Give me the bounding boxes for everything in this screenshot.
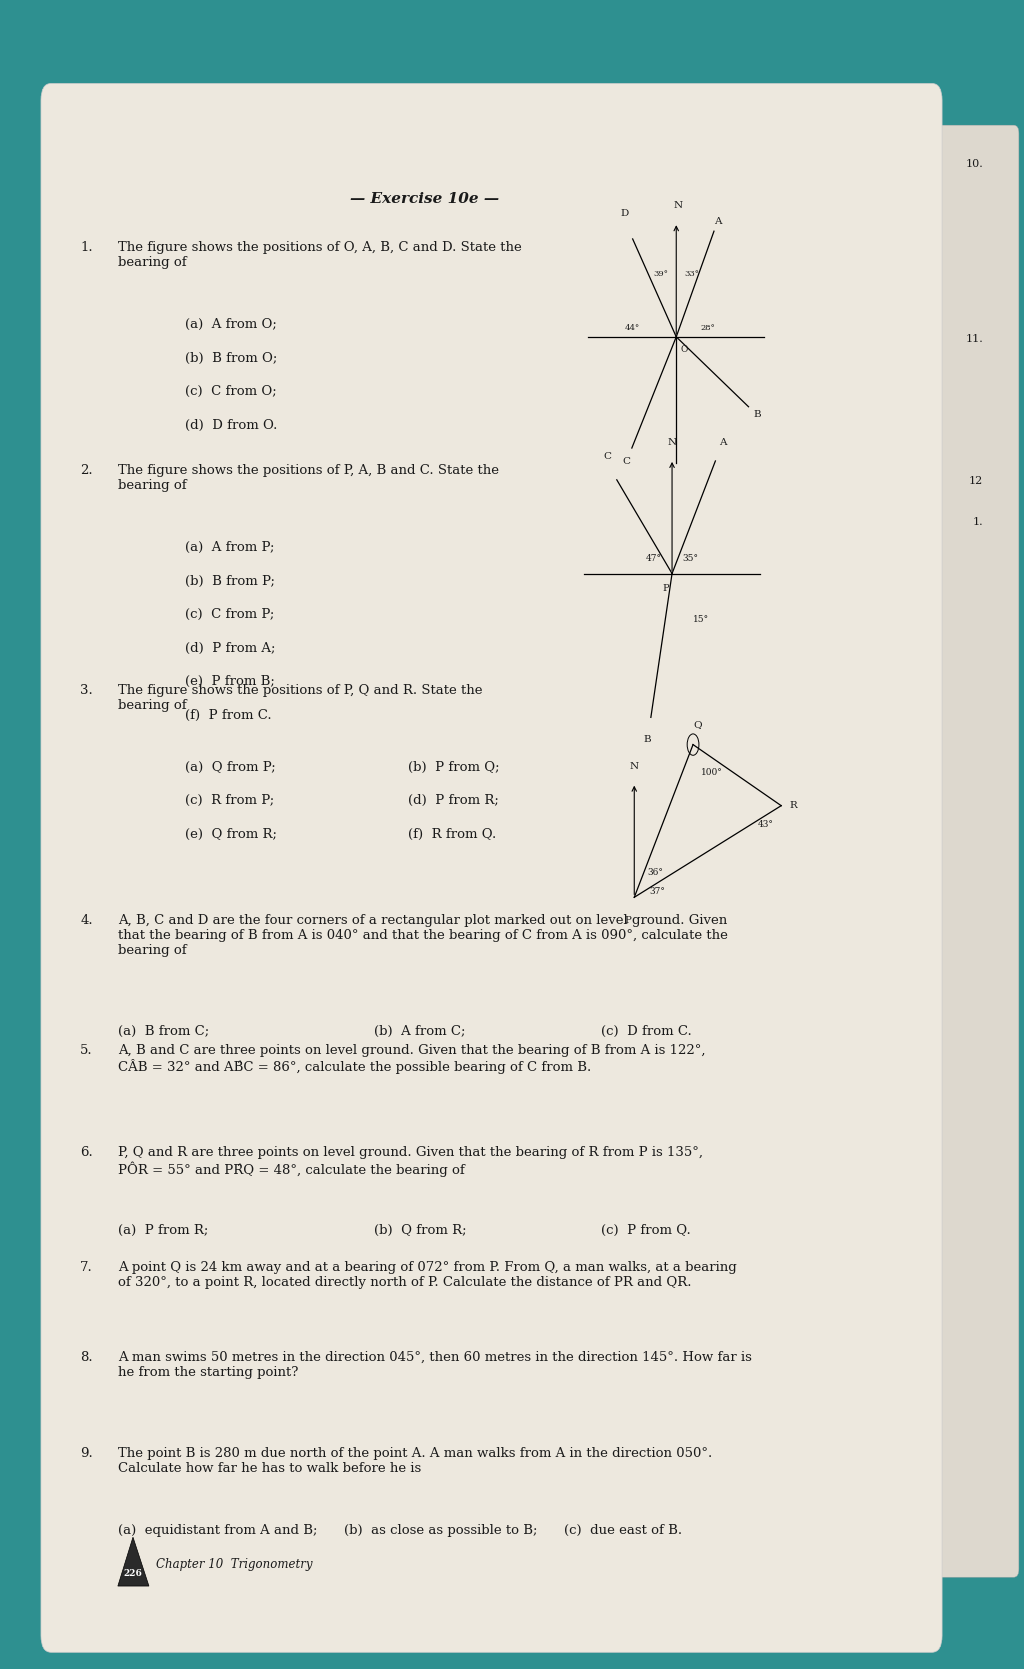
Text: D: D	[621, 209, 629, 219]
Text: 37°: 37°	[649, 886, 665, 896]
Text: 1.: 1.	[80, 240, 93, 254]
Text: The figure shows the positions of P, Q and R. State the
bearing of: The figure shows the positions of P, Q a…	[118, 684, 482, 711]
Text: 2.: 2.	[80, 464, 93, 477]
Text: C: C	[603, 452, 611, 461]
Text: A, B and C are three points on level ground. Given that the bearing of B from A : A, B and C are three points on level gro…	[118, 1043, 706, 1075]
Polygon shape	[118, 1537, 148, 1586]
Text: R: R	[790, 801, 798, 809]
Text: A: A	[719, 437, 726, 447]
Text: 8.: 8.	[80, 1350, 93, 1364]
Text: (a)  equidistant from A and B;  (b)  as close as possible to B;  (c)  due east o: (a) equidistant from A and B; (b) as clo…	[118, 1524, 682, 1537]
Text: C: C	[623, 457, 631, 466]
Text: (a)  A from P;: (a) A from P;	[185, 541, 274, 554]
Text: (e)  Q from R;: (e) Q from R;	[185, 828, 278, 841]
Text: 7.: 7.	[80, 1260, 93, 1273]
Text: The figure shows the positions of P, A, B and C. State the
bearing of: The figure shows the positions of P, A, …	[118, 464, 499, 492]
Text: (a)  B from C;: (a) B from C;	[118, 1025, 209, 1038]
Text: A point Q is 24 km away and at a bearing of 072° from P. From Q, a man walks, at: A point Q is 24 km away and at a bearing…	[118, 1260, 736, 1288]
Text: (b)  P from Q;: (b) P from Q;	[408, 761, 499, 774]
Text: (d)  P from R;: (d) P from R;	[408, 794, 499, 808]
Text: (f)  R from Q.: (f) R from Q.	[408, 828, 496, 841]
Text: The figure shows the positions of O, A, B, C and D. State the
bearing of: The figure shows the positions of O, A, …	[118, 240, 521, 269]
Text: (d)  D from O.: (d) D from O.	[185, 419, 278, 432]
Text: 100°: 100°	[700, 768, 722, 776]
FancyBboxPatch shape	[927, 125, 1019, 1577]
Text: B: B	[753, 411, 761, 419]
Text: (c)  D from C.: (c) D from C.	[601, 1025, 691, 1038]
Text: N: N	[674, 200, 682, 210]
Text: (c)  R from P;: (c) R from P;	[185, 794, 274, 808]
Text: 43°: 43°	[758, 819, 774, 828]
Text: 11.: 11.	[966, 334, 983, 344]
Text: 44°: 44°	[625, 324, 640, 332]
Text: 1.: 1.	[973, 517, 983, 527]
Text: (b)  B from O;: (b) B from O;	[185, 352, 278, 364]
Text: 33°: 33°	[684, 270, 698, 277]
Text: A, B, C and D are the four corners of a rectangular plot marked out on level gro: A, B, C and D are the four corners of a …	[118, 915, 728, 956]
Text: O: O	[681, 344, 688, 354]
Text: 36°: 36°	[647, 868, 664, 878]
Text: A: A	[714, 217, 721, 225]
Text: 226: 226	[124, 1569, 142, 1579]
Text: N: N	[668, 437, 677, 447]
Text: (a)  P from R;: (a) P from R;	[118, 1223, 208, 1237]
Text: 9.: 9.	[80, 1447, 93, 1460]
Text: P: P	[663, 584, 669, 592]
Text: (a)  Q from P;: (a) Q from P;	[185, 761, 275, 774]
Text: P, Q and R are three points on level ground. Given that the bearing of R from P : P, Q and R are three points on level gro…	[118, 1147, 702, 1177]
Text: 3.: 3.	[80, 684, 93, 696]
Text: N: N	[630, 761, 639, 771]
Text: 39°: 39°	[653, 270, 669, 277]
Text: (b)  B from P;: (b) B from P;	[185, 574, 275, 587]
Text: Q: Q	[693, 721, 701, 729]
Text: (c)  P from Q.: (c) P from Q.	[601, 1223, 690, 1237]
Text: (b)  Q from R;: (b) Q from R;	[374, 1223, 467, 1237]
Text: 10.: 10.	[966, 159, 983, 169]
Text: P: P	[624, 916, 631, 925]
Text: 47°: 47°	[645, 554, 662, 562]
Text: A man swims 50 metres in the direction 045°, then 60 metres in the direction 145: A man swims 50 metres in the direction 0…	[118, 1350, 752, 1379]
Text: B: B	[644, 734, 651, 744]
Text: (f)  P from C.: (f) P from C.	[185, 709, 271, 723]
Text: (a)  A from O;: (a) A from O;	[185, 317, 276, 330]
Text: 4.: 4.	[80, 915, 93, 926]
FancyBboxPatch shape	[41, 83, 942, 1652]
Text: 28°: 28°	[700, 324, 715, 332]
Text: Chapter 10  Trigonometry: Chapter 10 Trigonometry	[156, 1559, 312, 1571]
Text: — Exercise 10e —: — Exercise 10e —	[350, 192, 499, 205]
Text: 5.: 5.	[80, 1043, 93, 1056]
Text: 12: 12	[969, 476, 983, 486]
Text: (c)  C from P;: (c) C from P;	[185, 608, 274, 621]
Text: The point B is 280 m due north of the point A. A man walks from A in the directi: The point B is 280 m due north of the po…	[118, 1447, 712, 1475]
Text: 35°: 35°	[683, 554, 698, 562]
Text: (c)  C from O;: (c) C from O;	[185, 386, 276, 399]
Text: 6.: 6.	[80, 1147, 93, 1160]
Text: (d)  P from A;: (d) P from A;	[185, 641, 275, 654]
Text: (b)  A from C;: (b) A from C;	[374, 1025, 466, 1038]
Text: 15°: 15°	[693, 614, 710, 624]
Text: (e)  P from B;: (e) P from B;	[185, 676, 274, 688]
